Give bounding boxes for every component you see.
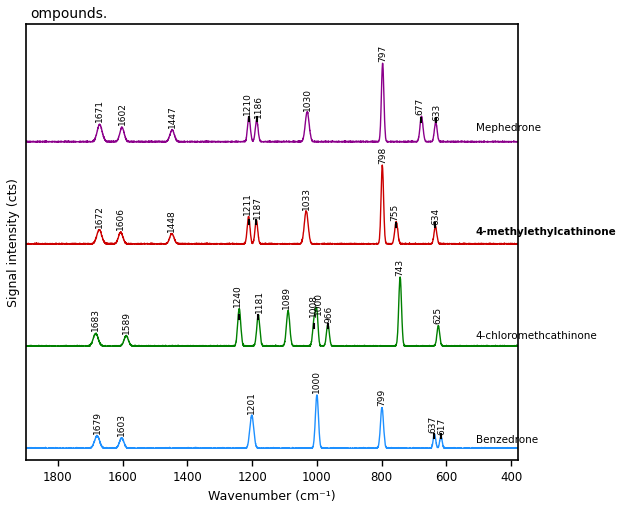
Text: ompounds.: ompounds. bbox=[31, 7, 108, 20]
Text: 1008: 1008 bbox=[308, 294, 318, 317]
Text: 1672: 1672 bbox=[95, 205, 104, 227]
Text: 4-chloromethcathinone: 4-chloromethcathinone bbox=[475, 330, 597, 340]
Text: 1589: 1589 bbox=[122, 310, 130, 333]
Text: 625: 625 bbox=[434, 306, 443, 324]
Text: 1187: 1187 bbox=[253, 195, 262, 218]
Text: 755: 755 bbox=[391, 203, 399, 220]
Text: 1683: 1683 bbox=[91, 308, 100, 331]
Text: Mephedrone: Mephedrone bbox=[475, 123, 540, 133]
Text: 1089: 1089 bbox=[282, 286, 291, 309]
Text: 1033: 1033 bbox=[302, 186, 311, 209]
Text: 1000: 1000 bbox=[313, 370, 321, 393]
Text: 1447: 1447 bbox=[168, 105, 177, 128]
Text: 1448: 1448 bbox=[167, 208, 177, 231]
Text: 1671: 1671 bbox=[95, 99, 104, 122]
Text: 1181: 1181 bbox=[255, 290, 264, 313]
Text: 1240: 1240 bbox=[233, 284, 242, 306]
Text: 1210: 1210 bbox=[243, 92, 252, 115]
Text: 1606: 1606 bbox=[116, 207, 125, 230]
X-axis label: Wavenumber (cm⁻¹): Wavenumber (cm⁻¹) bbox=[208, 489, 335, 502]
Text: 798: 798 bbox=[378, 147, 387, 164]
Text: 617: 617 bbox=[437, 417, 447, 434]
Text: 633: 633 bbox=[432, 103, 442, 121]
Y-axis label: Signal intensity (cts): Signal intensity (cts) bbox=[7, 178, 20, 307]
Text: 4-methylethylcathinone: 4-methylethylcathinone bbox=[475, 227, 617, 237]
Text: 637: 637 bbox=[429, 415, 437, 432]
Text: 966: 966 bbox=[324, 305, 334, 322]
Text: 1030: 1030 bbox=[303, 88, 312, 110]
Text: 1602: 1602 bbox=[117, 102, 127, 125]
Text: 634: 634 bbox=[431, 208, 440, 225]
Text: 799: 799 bbox=[378, 388, 386, 405]
Text: 1603: 1603 bbox=[117, 412, 126, 435]
Text: 677: 677 bbox=[416, 98, 425, 115]
Text: 797: 797 bbox=[378, 44, 387, 62]
Text: 1201: 1201 bbox=[247, 390, 256, 413]
Text: Benzedrone: Benzedrone bbox=[475, 434, 538, 444]
Text: 1679: 1679 bbox=[92, 410, 102, 433]
Text: 1211: 1211 bbox=[243, 192, 252, 215]
Text: 1000: 1000 bbox=[314, 291, 323, 314]
Text: 1186: 1186 bbox=[253, 95, 263, 118]
Text: 743: 743 bbox=[396, 258, 404, 275]
